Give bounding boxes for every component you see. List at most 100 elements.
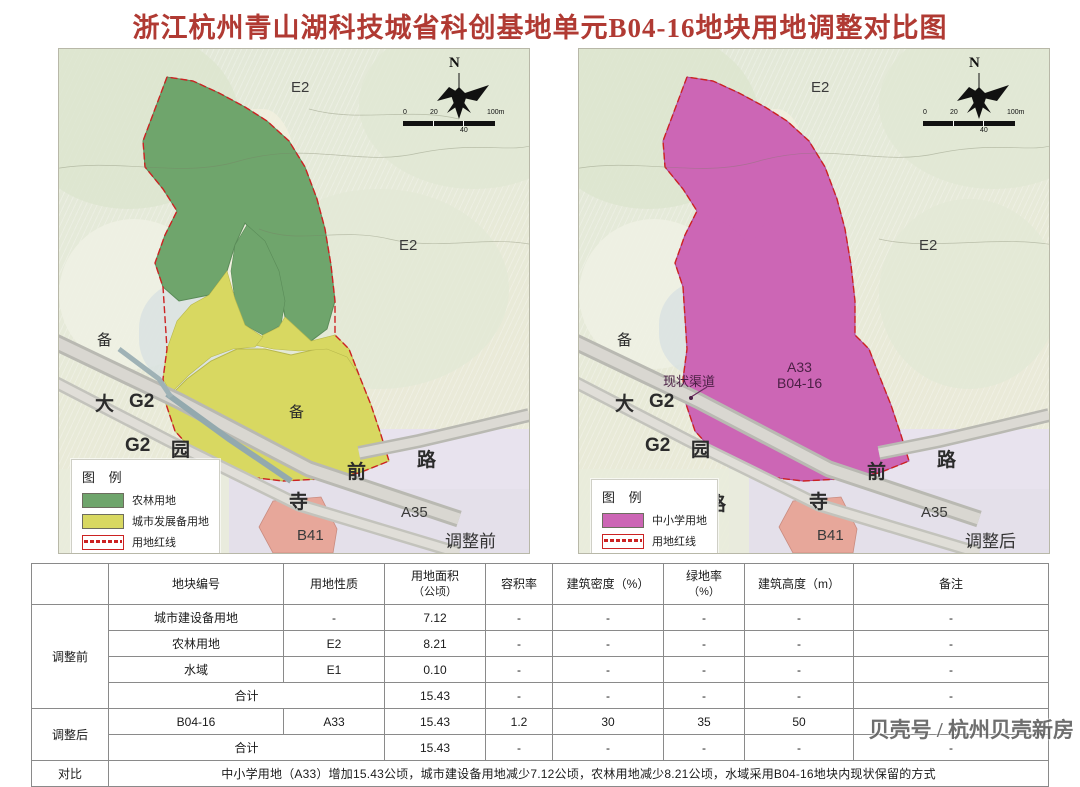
cell-stage-comparison: 对比 bbox=[31, 760, 109, 787]
legend-swatch-green-icon bbox=[82, 492, 124, 508]
cell-green: - bbox=[663, 630, 745, 657]
th-stage bbox=[31, 563, 109, 605]
scale-tick-20: 20 bbox=[950, 109, 958, 116]
th-land-nature: 用地性质 bbox=[283, 563, 385, 605]
cell-area: 15.43 bbox=[384, 734, 486, 761]
cell-total-label: 合计 bbox=[108, 734, 385, 761]
map-label-qian: 前 bbox=[867, 462, 887, 483]
cell-green: - bbox=[663, 656, 745, 683]
th-plot-no: 地块编号 bbox=[108, 563, 284, 605]
map-label-da: 大 bbox=[615, 394, 635, 415]
cell-far: - bbox=[485, 630, 553, 657]
page-title: 浙江杭州青山湖科技城省科创基地单元B04-16地块用地调整对比图 bbox=[132, 13, 948, 43]
compass-rose: N bbox=[957, 55, 1017, 121]
cell-plot-no: 水域 bbox=[108, 656, 284, 683]
scale-bar: 0 20 40 100m bbox=[923, 109, 1029, 134]
map-panel-after[interactable]: N 0 20 40 100m E2 E2 备 大 G2 G2 园 路 寺 前 路… bbox=[578, 48, 1050, 554]
scale-tick-100: 100m bbox=[1007, 109, 1025, 116]
map-label-lu-right: 路 bbox=[417, 450, 437, 471]
th-area-line2: （公顷） bbox=[413, 585, 457, 598]
map-label-b41: B41 bbox=[817, 527, 844, 544]
legend-label-redline: 用地红线 bbox=[652, 536, 696, 548]
parcel-id-label: B04-16 bbox=[777, 375, 823, 391]
cell-height: - bbox=[744, 656, 854, 683]
th-far: 容积率 bbox=[485, 563, 553, 605]
cell-density: - bbox=[552, 656, 664, 683]
cell-density: - bbox=[552, 682, 664, 709]
legend-label-farmland: 农林用地 bbox=[132, 495, 176, 507]
cell-area: 15.43 bbox=[384, 682, 486, 709]
cell-height: - bbox=[744, 734, 854, 761]
scale-tick-100: 100m bbox=[487, 109, 505, 116]
map-label-e2-east: E2 bbox=[399, 237, 418, 254]
compass-north-label: N bbox=[969, 55, 980, 71]
legend-swatch-magenta-icon bbox=[602, 512, 644, 528]
map-label-bei-north: 备 bbox=[617, 332, 633, 349]
cell-land-nature: E1 bbox=[283, 656, 385, 683]
cell-remark: - bbox=[853, 630, 1049, 657]
plan-indicator-table: 地块编号 用地性质 用地面积 （公顷） 容积率 建筑密度（%） 绿地率 （%） … bbox=[31, 563, 1049, 787]
map-label-qian: 前 bbox=[347, 462, 367, 483]
scale-tick-0: 0 bbox=[923, 109, 927, 116]
cell-far: - bbox=[485, 656, 553, 683]
compass-rose: N bbox=[437, 55, 497, 121]
th-green-line1: 绿地率 bbox=[685, 568, 722, 583]
cell-plot-no: B04-16 bbox=[108, 708, 284, 735]
table-row: 调整前 城市建设备用地 - 7.12 - - - - - bbox=[31, 604, 1049, 709]
legend-item-reserve: 城市发展备用地 bbox=[82, 513, 209, 529]
map-label-e2-north: E2 bbox=[811, 79, 830, 96]
legend-before: 图 例 农林用地 城市发展备用地 用地红线 bbox=[71, 459, 220, 553]
cell-land-nature: A33 bbox=[283, 708, 385, 735]
table-row: 农林用地 E2 8.21 - - - - - bbox=[32, 630, 1049, 657]
table-row: 水域 E1 0.10 - - - - - bbox=[32, 656, 1049, 683]
legend-label-reserve: 城市发展备用地 bbox=[132, 516, 209, 528]
map-panel-before[interactable]: N 0 20 40 100m E2 E2 备 大 G2 G2 园 路 备 寺 前… bbox=[58, 48, 530, 554]
map-label-a35: A35 bbox=[401, 504, 428, 521]
legend-label-redline: 用地红线 bbox=[132, 537, 176, 549]
legend-title: 图 例 bbox=[82, 470, 127, 485]
cell-density: - bbox=[552, 630, 664, 657]
watermark: 贝壳号 / 杭州贝壳新房 bbox=[868, 718, 1074, 742]
cell-green: 35 bbox=[663, 708, 745, 735]
cell-green: - bbox=[663, 734, 745, 761]
cell-height: 50 bbox=[744, 708, 854, 735]
parcel-polygons-after bbox=[579, 76, 1049, 553]
table-row: 调整后 B04-16 A33 15.43 1.2 30 35 50 - bbox=[31, 708, 1049, 761]
map-label-bei-north: 备 bbox=[97, 332, 113, 349]
th-area-line1: 用地面积 bbox=[410, 568, 459, 583]
map-label-e2-north: E2 bbox=[291, 79, 310, 96]
cell-remark: - bbox=[853, 604, 1049, 631]
scale-bar: 0 20 40 100m bbox=[403, 109, 509, 134]
th-height: 建筑高度（m） bbox=[744, 563, 854, 605]
legend-swatch-redline-icon bbox=[602, 533, 644, 549]
cell-remark: - bbox=[853, 656, 1049, 683]
map-label-yuan: 园 bbox=[691, 440, 711, 461]
legend-item-farmland: 农林用地 bbox=[82, 492, 209, 508]
map-label-si: 寺 bbox=[809, 492, 829, 513]
cell-far: - bbox=[485, 682, 553, 709]
th-green-line2: （%） bbox=[688, 585, 720, 598]
map-label-yuan: 园 bbox=[171, 440, 191, 461]
cell-remark: - bbox=[853, 682, 1049, 709]
cell-green: - bbox=[663, 604, 745, 631]
map-label-si: 寺 bbox=[289, 492, 309, 513]
scale-tick-20: 20 bbox=[430, 109, 438, 116]
legend-title: 图 例 bbox=[602, 490, 647, 505]
map-label-g2-lower: G2 bbox=[125, 435, 151, 456]
cell-far: 1.2 bbox=[485, 708, 553, 735]
scale-tick-40: 40 bbox=[980, 127, 988, 134]
cell-height: - bbox=[744, 630, 854, 657]
map-label-bei-center: 备 bbox=[289, 404, 305, 421]
cell-area: 0.10 bbox=[384, 656, 486, 683]
legend-after: 图 例 中小学用地 用地红线 bbox=[591, 479, 718, 553]
map-corner-label-after: 调整后 bbox=[965, 532, 1016, 551]
legend-swatch-redline-icon bbox=[82, 534, 124, 550]
map-label-lu-right: 路 bbox=[937, 450, 957, 471]
table-header-row: 地块编号 用地性质 用地面积 （公顷） 容积率 建筑密度（%） 绿地率 （%） … bbox=[31, 563, 1049, 605]
cell-comparison-text: 中小学用地（A33）增加15.43公顷，城市建设备用地减少7.12公顷，农林用地… bbox=[108, 760, 1049, 787]
legend-item-redline: 用地红线 bbox=[82, 534, 209, 550]
scale-tick-40: 40 bbox=[460, 127, 468, 134]
cell-land-nature: - bbox=[283, 604, 385, 631]
cell-far: - bbox=[485, 734, 553, 761]
cell-density: - bbox=[552, 604, 664, 631]
